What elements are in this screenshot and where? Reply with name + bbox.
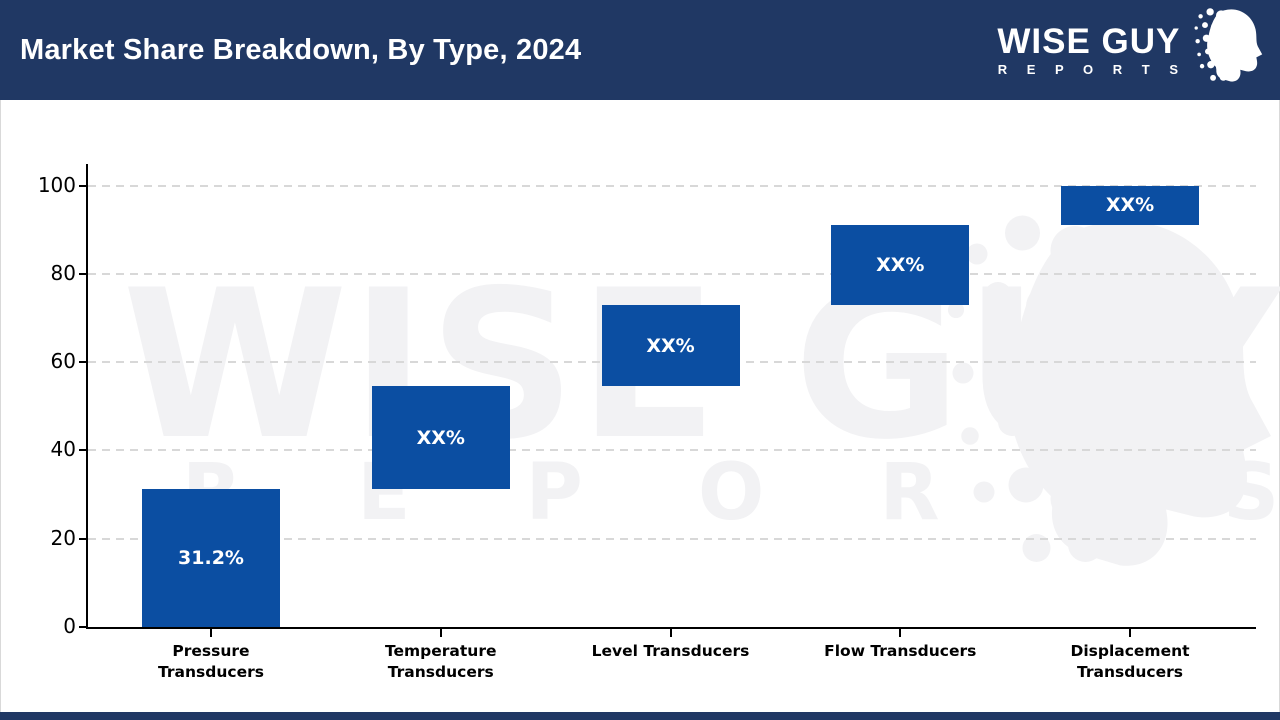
y-tickmark	[79, 449, 88, 452]
footer-bar	[0, 712, 1280, 720]
category-label: Flow Transducers	[824, 642, 977, 660]
category-label: Displacement Transducers	[1070, 642, 1190, 681]
bar-flow-transducers: XX%	[831, 225, 970, 306]
y-tickmark	[79, 537, 88, 540]
logo-text: WISE GUY R E P O R T S	[992, 24, 1186, 76]
logo-wordmark: WISE GUY	[997, 22, 1181, 61]
y-gridline	[88, 537, 1256, 540]
x-tickmark	[210, 629, 212, 637]
bar-value-label: XX%	[876, 254, 925, 277]
bar-displacement-transducers: XX%	[1061, 185, 1199, 226]
y-gridline	[88, 449, 1256, 452]
y-gridline	[88, 272, 1256, 275]
x-tickmark	[1129, 629, 1131, 637]
y-tick-label: 20	[50, 525, 76, 550]
y-tickmark	[79, 272, 88, 275]
x-tickmark	[669, 629, 672, 637]
y-tick-label: 60	[50, 349, 76, 374]
watermark-layer: WISE GUY R E P O R T S	[0, 100, 1280, 712]
y-tick-label: 80	[50, 260, 76, 285]
y-tickmark	[79, 626, 88, 628]
bar-level-transducers: XX%	[601, 305, 740, 387]
page-title: Market Share Breakdown, By Type, 2024	[20, 33, 582, 66]
bar-value-label: 31.2%	[178, 547, 244, 570]
y-tick-label: 0	[63, 614, 76, 638]
bar-value-label: XX%	[646, 334, 695, 357]
x-tickmark	[439, 629, 442, 637]
wise-guy-reports-logo: WISE GUY R E P O R T S	[992, 6, 1266, 94]
x-tickmark	[899, 629, 902, 637]
y-tickmark	[79, 184, 88, 187]
y-gridline	[88, 184, 1256, 187]
bar-pressure-transducers: 31.2%	[142, 489, 280, 627]
header-band: Market Share Breakdown, By Type, 2024 WI…	[0, 0, 1280, 100]
bar-value-label: XX%	[416, 426, 465, 449]
category-label: Level Transducers	[591, 642, 750, 660]
watermark-face-icon	[947, 215, 1271, 566]
logo-face-icon	[1194, 8, 1263, 82]
bar-value-label: XX%	[1105, 194, 1155, 217]
category-label: Temperature Transducers	[385, 642, 497, 681]
x-axis-line	[86, 627, 1256, 629]
y-tick-label: 40	[50, 437, 76, 462]
y-axis-line	[86, 164, 88, 629]
y-tick-label: 100	[37, 172, 76, 197]
logo-subtext: R E P O R T S	[997, 62, 1186, 77]
bar-temperature-transducers: XX%	[371, 386, 510, 490]
y-tickmark	[79, 361, 88, 364]
category-label: Pressure Transducers	[158, 642, 264, 681]
